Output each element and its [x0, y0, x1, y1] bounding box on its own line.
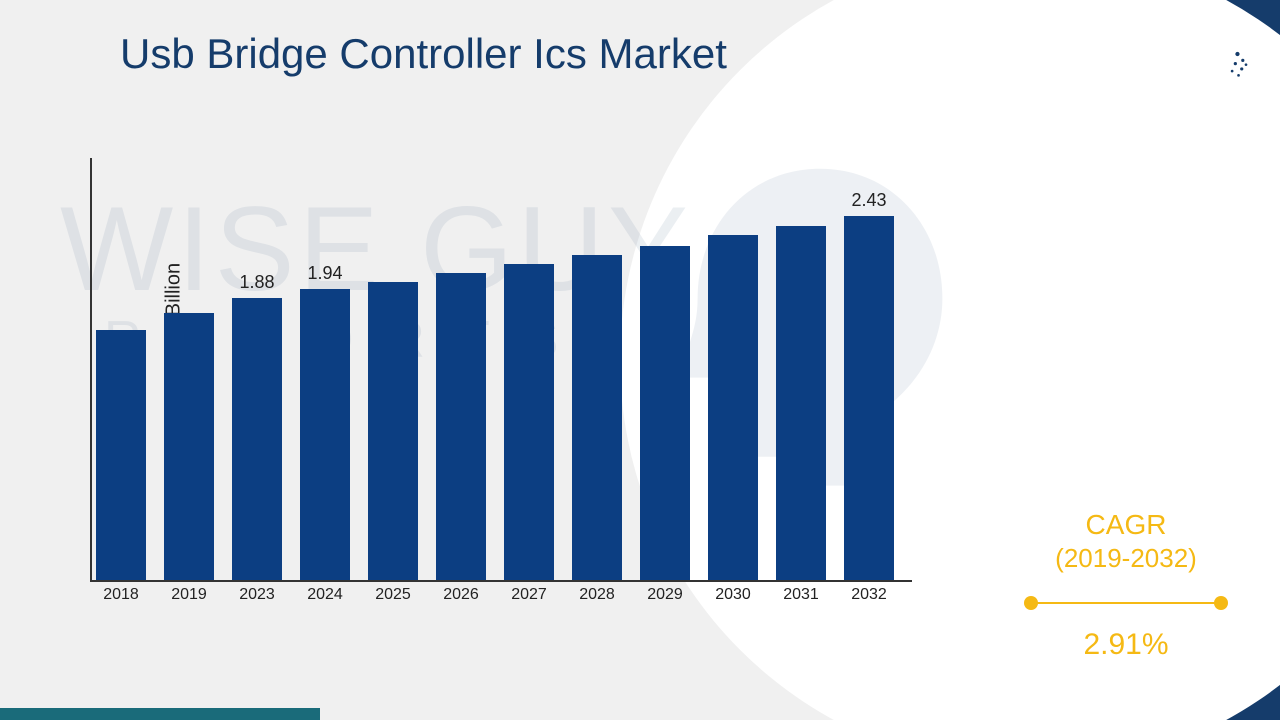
cagr-value: 2.91% — [1006, 628, 1246, 662]
bar-2032: 2.43 — [844, 216, 894, 581]
bar-rect — [572, 255, 622, 581]
bar-2028 — [572, 255, 622, 581]
brand-logo: WISE GUY REPORTS — [1016, 30, 1254, 88]
x-tick-2029: 2029 — [640, 586, 690, 604]
chart-title: Usb Bridge Controller Ics Market — [120, 30, 727, 78]
bar-2025 — [368, 282, 418, 581]
bar-rect — [504, 264, 554, 581]
logo-sub-text: REPORTS — [1016, 70, 1160, 88]
bar-value-label: 1.88 — [232, 272, 282, 293]
logo-head-icon — [1202, 38, 1258, 102]
bar-rect — [300, 289, 350, 580]
x-tick-2028: 2028 — [572, 586, 622, 604]
x-tick-2018: 2018 — [96, 586, 146, 604]
x-tick-2023: 2023 — [232, 586, 282, 604]
bar-value-label: 2.43 — [844, 190, 894, 211]
bar-2027 — [504, 264, 554, 581]
bar-rect — [708, 235, 758, 580]
bottom-accent-bar — [0, 708, 320, 720]
bar-rect — [436, 273, 486, 581]
bar-rect — [368, 282, 418, 581]
x-tick-2031: 2031 — [776, 586, 826, 604]
bar-rect — [776, 226, 826, 580]
x-tick-2026: 2026 — [436, 586, 486, 604]
x-tick-2025: 2025 — [368, 586, 418, 604]
bar-2023: 1.88 — [232, 298, 282, 580]
cagr-dot-left — [1024, 596, 1038, 610]
cagr-period: (2019-2032) — [1006, 543, 1246, 574]
bar-rect — [96, 330, 146, 581]
bar-2018 — [96, 330, 146, 581]
logo-main-text: WISE GUY — [1016, 30, 1204, 72]
bar-rect — [844, 216, 894, 581]
x-tick-2024: 2024 — [300, 586, 350, 604]
bar-rect — [164, 313, 214, 580]
bar-value-label: 1.94 — [300, 263, 350, 284]
bar-2019 — [164, 313, 214, 580]
cagr-dot-right — [1214, 596, 1228, 610]
bar-2026 — [436, 273, 486, 581]
bar-2029 — [640, 246, 690, 581]
bar-chart: Market Value in USD Billion 1.881.942.43… — [80, 160, 910, 610]
x-tick-2030: 2030 — [708, 586, 758, 604]
page-root: WISE GUY REPORTS WISE GUY REPORTS Usb Br… — [0, 0, 1280, 720]
x-tick-2019: 2019 — [164, 586, 214, 604]
bar-rect — [640, 246, 690, 581]
bar-rect — [232, 298, 282, 580]
bar-2030 — [708, 235, 758, 580]
bar-2031 — [776, 226, 826, 580]
cagr-divider — [1026, 596, 1226, 610]
x-tick-2032: 2032 — [844, 586, 894, 604]
cagr-title: CAGR — [1006, 509, 1246, 541]
x-tick-2027: 2027 — [504, 586, 554, 604]
bars-container: 1.88 1.94 2.43 — [92, 160, 912, 580]
x-axis-line — [90, 580, 912, 582]
cagr-line — [1026, 602, 1226, 604]
cagr-block: CAGR (2019-2032) 2.91% — [1006, 509, 1246, 662]
bar-2024: 1.94 — [300, 289, 350, 580]
plot-area: 1.88 1.94 2.43 — [92, 160, 912, 580]
